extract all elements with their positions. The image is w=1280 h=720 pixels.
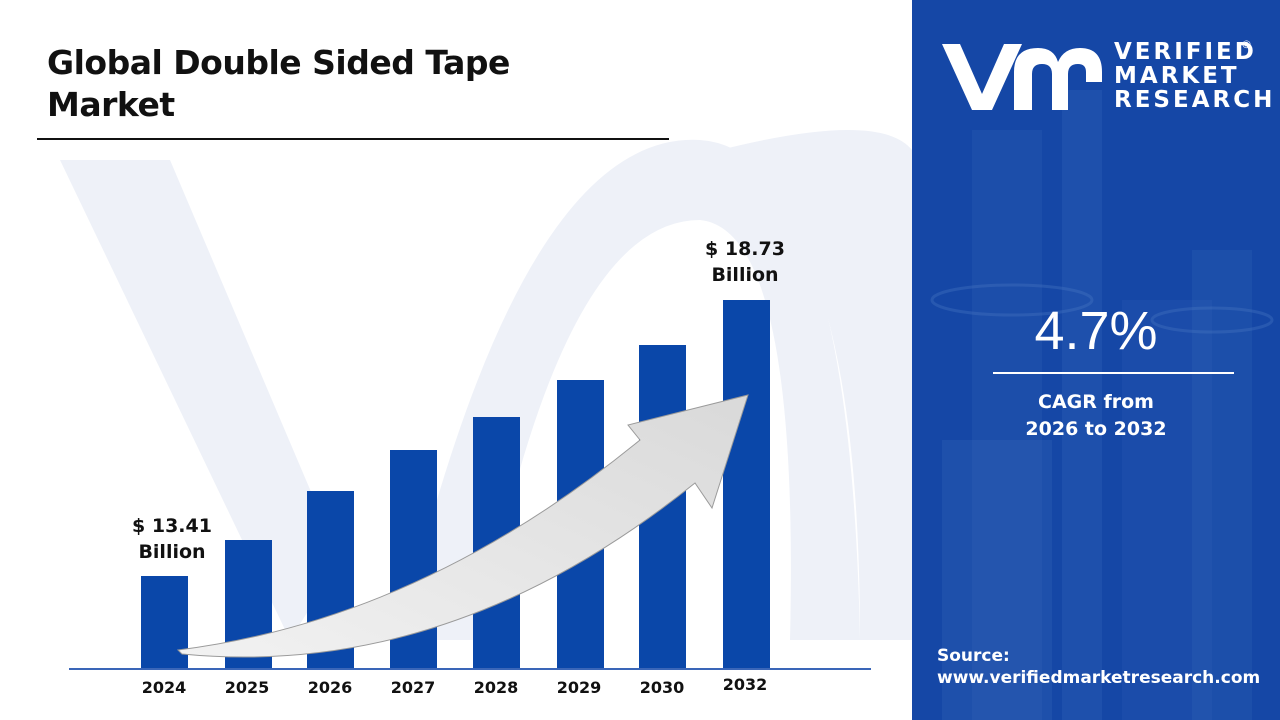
bar-2032 <box>723 300 770 669</box>
bar-2024 <box>141 576 188 669</box>
x-tick-2026: 2026 <box>307 678 353 697</box>
title-divider <box>37 138 669 140</box>
x-tick-2027: 2027 <box>390 678 436 697</box>
brand-line-2: MARKET <box>1114 63 1240 89</box>
bar-2025 <box>225 540 272 669</box>
brand-line-3: RESEARCH <box>1114 87 1276 113</box>
start-value: $ 13.41 <box>132 515 212 537</box>
chart-panel: Global Double Sided Tape Market 2024 202… <box>37 42 912 697</box>
end-value: $ 18.73 <box>705 238 785 260</box>
cagr-label: CAGR from 2026 to 2032 <box>912 389 1280 443</box>
x-tick-2032: 2032 <box>722 675 768 694</box>
end-unit: Billion <box>711 264 779 286</box>
start-unit: Billion <box>138 541 206 563</box>
start-value-label: $ 13.41 Billion <box>122 513 222 565</box>
bar-2030 <box>639 345 686 669</box>
info-panel: VERIFIED MARKET RESEARCH ® 4.7% CAGR fro… <box>912 0 1280 720</box>
x-axis-line <box>69 668 871 670</box>
registered-mark: ® <box>1241 38 1252 51</box>
bar-2028 <box>473 417 520 669</box>
cagr-divider <box>993 372 1234 374</box>
x-tick-2029: 2029 <box>556 678 602 697</box>
cagr-label-line-1: CAGR from <box>1038 391 1154 413</box>
industrial-background <box>912 0 1280 720</box>
source-url: www.verifiedmarketresearch.com <box>937 668 1261 688</box>
x-tick-2024: 2024 <box>141 678 187 697</box>
cagr-label-line-2: 2026 to 2032 <box>1025 418 1167 440</box>
bar-2026 <box>307 491 354 669</box>
bar-2027 <box>390 450 437 669</box>
title-line-2: Market <box>47 85 175 124</box>
title-line-1: Global Double Sided Tape <box>47 43 510 82</box>
cagr-value: 4.7% <box>1034 301 1158 361</box>
page-title: Global Double Sided Tape Market <box>47 42 510 126</box>
vmr-logo-icon <box>942 44 1102 110</box>
x-tick-2025: 2025 <box>224 678 270 697</box>
source-credit: Source: www.verifiedmarketresearch.com <box>937 645 1260 689</box>
x-tick-2028: 2028 <box>473 678 519 697</box>
bar-2029 <box>557 380 604 669</box>
brand-name: VERIFIED MARKET RESEARCH <box>1114 40 1275 112</box>
end-value-label: $ 18.73 Billion <box>695 236 795 288</box>
source-label: Source: <box>937 646 1010 666</box>
x-tick-2030: 2030 <box>639 678 685 697</box>
brand-line-1: VERIFIED <box>1114 39 1257 65</box>
